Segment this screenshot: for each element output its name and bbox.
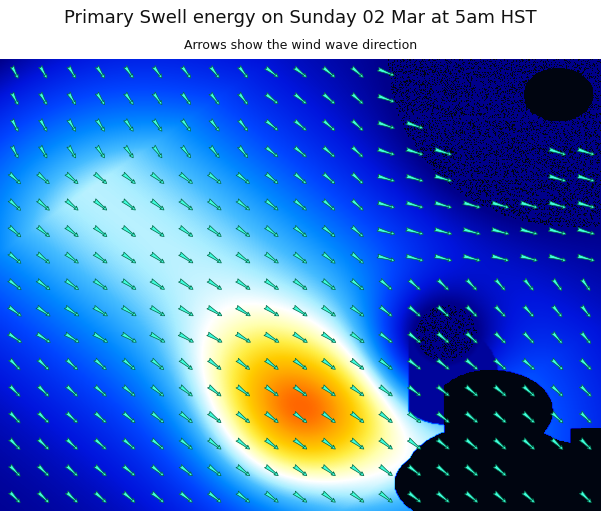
Text: Primary Swell energy on Sunday 02 Mar at 5am HST: Primary Swell energy on Sunday 02 Mar at…	[64, 9, 537, 27]
Text: Arrows show the wind wave direction: Arrows show the wind wave direction	[184, 39, 417, 52]
